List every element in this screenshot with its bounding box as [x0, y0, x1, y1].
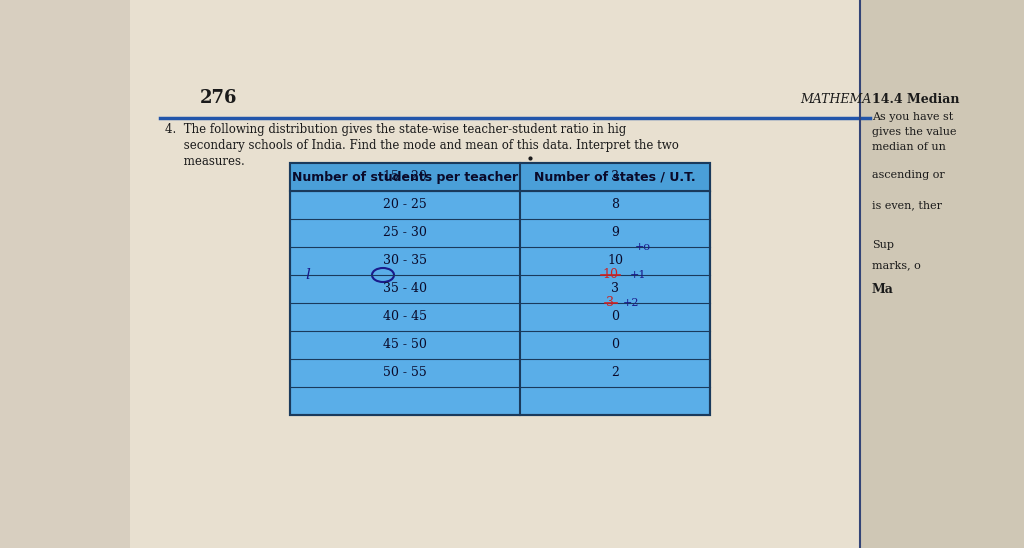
Bar [290, 163, 710, 415]
Text: 3: 3 [611, 170, 618, 184]
Text: 276: 276 [200, 89, 238, 107]
Text: 3: 3 [606, 296, 614, 310]
Text: 40 - 45: 40 - 45 [383, 311, 427, 323]
Text: Sup: Sup [872, 240, 894, 250]
Text: 8: 8 [611, 198, 618, 212]
Text: 25 - 30: 25 - 30 [383, 226, 427, 239]
Text: 4.  The following distribution gives the state-wise teacher-student ratio in hig: 4. The following distribution gives the … [165, 123, 627, 136]
Text: Number of students per teacher: Number of students per teacher [292, 170, 518, 184]
Text: 0: 0 [611, 339, 618, 351]
Text: As you have st: As you have st [872, 112, 953, 122]
Text: 0: 0 [611, 311, 618, 323]
Text: MATHEMA: MATHEMA [800, 93, 871, 106]
Text: 2: 2 [611, 367, 618, 380]
Text: 10: 10 [602, 269, 618, 282]
Text: 3: 3 [611, 283, 618, 295]
Text: is even, ther: is even, ther [872, 200, 942, 210]
Text: ascending or: ascending or [872, 170, 945, 180]
Text: measures.: measures. [165, 155, 245, 168]
Text: 15 - 20: 15 - 20 [383, 170, 427, 184]
Bar [290, 163, 710, 415]
Bar [290, 163, 710, 191]
Text: 9: 9 [611, 226, 618, 239]
Text: gives the value: gives the value [872, 127, 956, 137]
Text: 20 - 25: 20 - 25 [383, 198, 427, 212]
Bar [130, 0, 860, 548]
Bar [860, 0, 1024, 548]
Text: +o: +o [635, 242, 651, 252]
Text: median of un: median of un [872, 142, 946, 152]
Text: 10: 10 [607, 254, 623, 267]
Text: secondary schools of India. Find the mode and mean of this data. Interpret the t: secondary schools of India. Find the mod… [165, 139, 679, 152]
Text: marks, o: marks, o [872, 260, 921, 270]
Text: Number of states / U.T.: Number of states / U.T. [535, 170, 696, 184]
Text: l: l [305, 268, 310, 282]
Text: 35 - 40: 35 - 40 [383, 283, 427, 295]
Text: Ma: Ma [872, 283, 894, 296]
Text: +1: +1 [630, 270, 646, 280]
Text: 50 - 55: 50 - 55 [383, 367, 427, 380]
Text: 30 - 35: 30 - 35 [383, 254, 427, 267]
Text: 14.4 Median: 14.4 Median [872, 93, 959, 106]
Text: +2: +2 [623, 298, 640, 308]
Text: 45 - 50: 45 - 50 [383, 339, 427, 351]
